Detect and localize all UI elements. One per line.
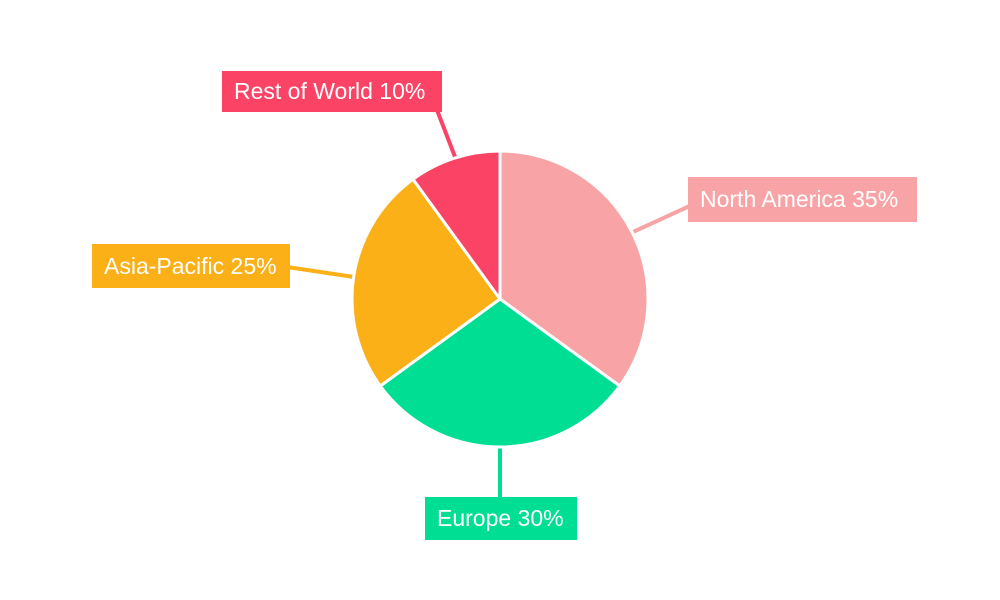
slice-label-europe: Europe 30%: [425, 497, 577, 540]
leader-line-rest-of-world: [435, 109, 459, 163]
leader-lines: [286, 109, 695, 499]
pie-slice-europe[interactable]: [378, 297, 622, 449]
slice-label-north-america: North America 35%: [688, 177, 917, 222]
pie-slice-rest-of-world[interactable]: [411, 149, 502, 301]
pie-slices: [350, 149, 650, 449]
leader-line-north-america: [632, 202, 695, 234]
leader-line-asia-pacific: [286, 265, 355, 279]
pie-slice-north-america[interactable]: [498, 149, 650, 388]
pie-slice-asia-pacific[interactable]: [350, 177, 502, 388]
slice-label-asia-pacific: Asia-Pacific 25%: [92, 244, 290, 288]
slice-label-rest-of-world: Rest of World 10%: [222, 71, 442, 112]
